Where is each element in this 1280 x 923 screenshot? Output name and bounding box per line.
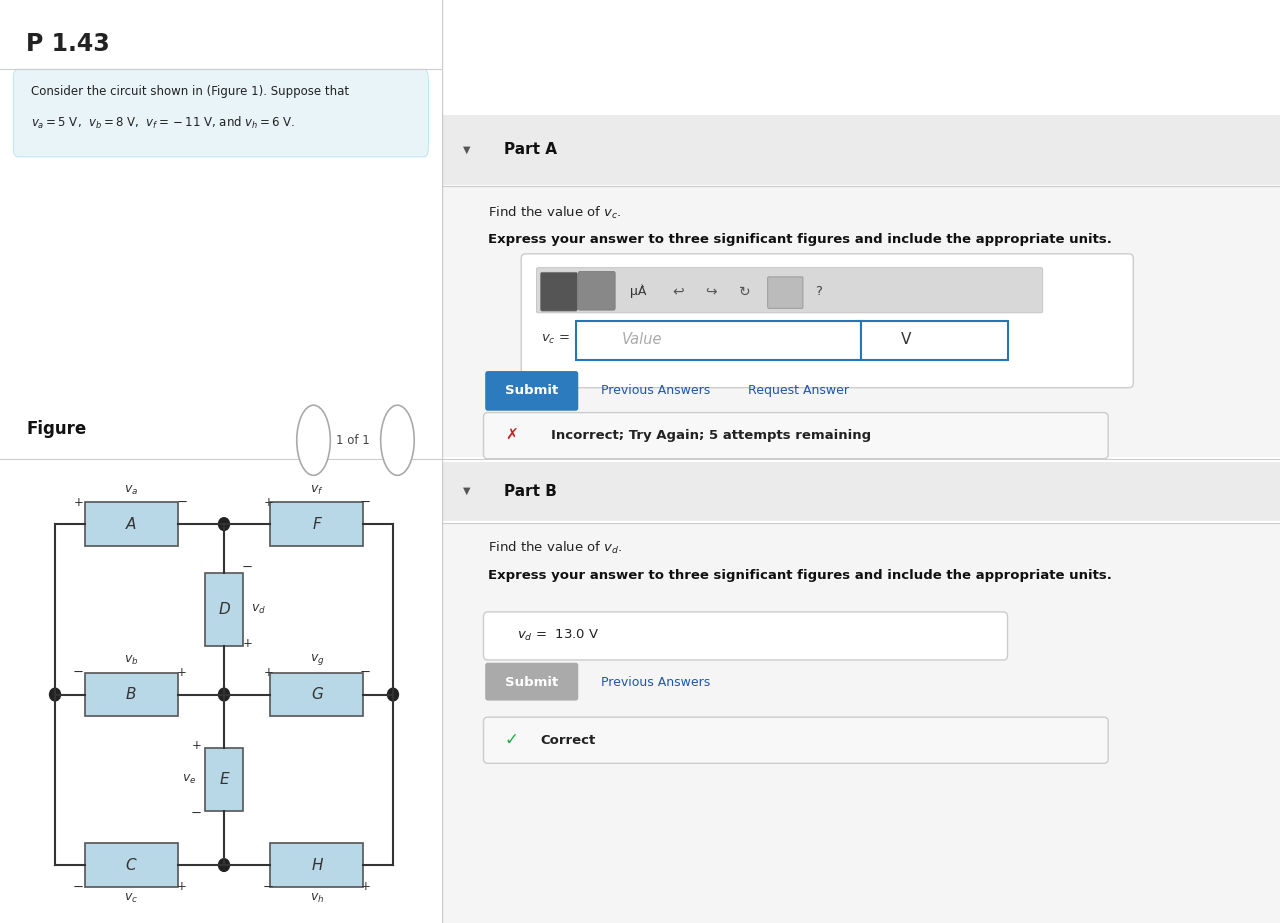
FancyBboxPatch shape [860,321,1007,360]
Text: $v_f$: $v_f$ [310,484,324,497]
FancyBboxPatch shape [442,186,1280,457]
Text: +: + [177,881,187,893]
Text: V: V [901,332,911,347]
FancyBboxPatch shape [579,271,616,310]
Text: +: + [73,496,83,509]
Text: ▼: ▼ [463,486,471,496]
FancyBboxPatch shape [270,502,364,546]
Text: >: > [392,434,403,447]
FancyBboxPatch shape [84,843,178,887]
FancyBboxPatch shape [270,673,364,716]
FancyBboxPatch shape [442,462,1280,521]
Text: Correct: Correct [540,734,595,747]
Text: ✓: ✓ [504,731,518,749]
Text: Express your answer to three significant figures and include the appropriate uni: Express your answer to three significant… [488,569,1111,582]
Text: $v_c$: $v_c$ [124,893,138,905]
Circle shape [219,858,229,871]
Text: −: − [73,881,83,893]
Circle shape [219,518,229,531]
Text: +: + [192,739,201,752]
Text: <: < [308,434,319,447]
FancyBboxPatch shape [270,843,364,887]
Text: −: − [177,496,187,509]
Text: −: − [73,666,83,679]
Text: $v_g$: $v_g$ [310,653,324,667]
Text: ▼: ▼ [463,145,471,154]
Text: B: B [125,687,137,702]
Circle shape [219,689,229,701]
FancyBboxPatch shape [484,717,1108,763]
Text: Submit: Submit [504,676,558,689]
Text: $v_a$: $v_a$ [124,484,138,497]
Circle shape [380,405,415,475]
Text: Consider the circuit shown in (Figure 1). Suppose that: Consider the circuit shown in (Figure 1)… [31,85,349,98]
Text: Part B: Part B [504,484,557,498]
Text: $v_b$: $v_b$ [124,654,138,667]
Text: A: A [125,517,136,532]
Text: G: G [311,687,323,702]
Text: −: − [191,808,202,821]
Text: μÀ: μÀ [630,285,646,298]
FancyBboxPatch shape [442,115,1280,185]
Text: C: C [125,857,137,872]
Text: $v_d$ =  13.0 V: $v_d$ = 13.0 V [517,629,599,643]
Text: Previous Answers: Previous Answers [600,384,710,397]
Text: D: D [218,602,230,617]
Text: +: + [264,666,274,679]
Text: −: − [242,561,252,574]
Text: E: E [219,773,229,787]
Text: +: + [242,637,252,650]
Text: −: − [262,881,274,893]
FancyBboxPatch shape [205,749,243,811]
Text: ↪: ↪ [705,284,717,299]
FancyBboxPatch shape [13,69,429,157]
FancyBboxPatch shape [485,371,579,411]
FancyBboxPatch shape [84,502,178,546]
Text: Value: Value [622,332,662,347]
FancyBboxPatch shape [205,573,243,646]
Text: $v_h$: $v_h$ [310,893,324,905]
Text: +: + [361,881,370,893]
Text: 1 of 1: 1 of 1 [337,434,370,447]
FancyBboxPatch shape [521,254,1133,388]
Text: Express your answer to three significant figures and include the appropriate uni: Express your answer to three significant… [488,233,1111,246]
FancyBboxPatch shape [485,663,579,701]
Text: Find the value of $v_d$.: Find the value of $v_d$. [488,540,622,556]
Text: Figure: Figure [27,420,87,438]
Text: Previous Answers: Previous Answers [600,676,710,689]
Text: ?: ? [814,285,822,298]
Text: Submit: Submit [504,384,558,397]
Text: $v_a = 5$ V,  $v_b = 8$ V,  $v_f = -11$ V, and $v_h = 6$ V.: $v_a = 5$ V, $v_b = 8$ V, $v_f = -11$ V,… [31,114,296,130]
Text: $v_e$: $v_e$ [182,773,197,786]
Text: Find the value of $v_c$.: Find the value of $v_c$. [488,205,621,221]
Text: P 1.43: P 1.43 [27,32,110,56]
Text: Part A: Part A [504,142,558,157]
FancyBboxPatch shape [84,673,178,716]
Text: +: + [264,496,274,509]
Text: −: − [360,496,371,509]
Text: $v_c$ =: $v_c$ = [540,333,570,346]
Text: Request Answer: Request Answer [748,384,849,397]
Circle shape [50,689,60,701]
Text: ↻: ↻ [740,284,751,299]
FancyBboxPatch shape [484,413,1108,459]
Circle shape [388,689,398,701]
FancyBboxPatch shape [442,523,1280,923]
Text: ✗: ✗ [504,428,517,443]
Text: −: − [360,666,371,679]
FancyBboxPatch shape [540,272,577,311]
Text: Incorrect; Try Again; 5 attempts remaining: Incorrect; Try Again; 5 attempts remaini… [550,429,870,442]
Text: F: F [312,517,321,532]
Text: ↩: ↩ [672,284,684,299]
FancyBboxPatch shape [484,612,1007,660]
Circle shape [297,405,330,475]
Text: $v_d$: $v_d$ [251,603,266,616]
Text: +: + [177,666,187,679]
FancyBboxPatch shape [536,268,1043,313]
FancyBboxPatch shape [768,277,803,308]
FancyBboxPatch shape [576,321,860,360]
Text: H: H [311,857,323,872]
